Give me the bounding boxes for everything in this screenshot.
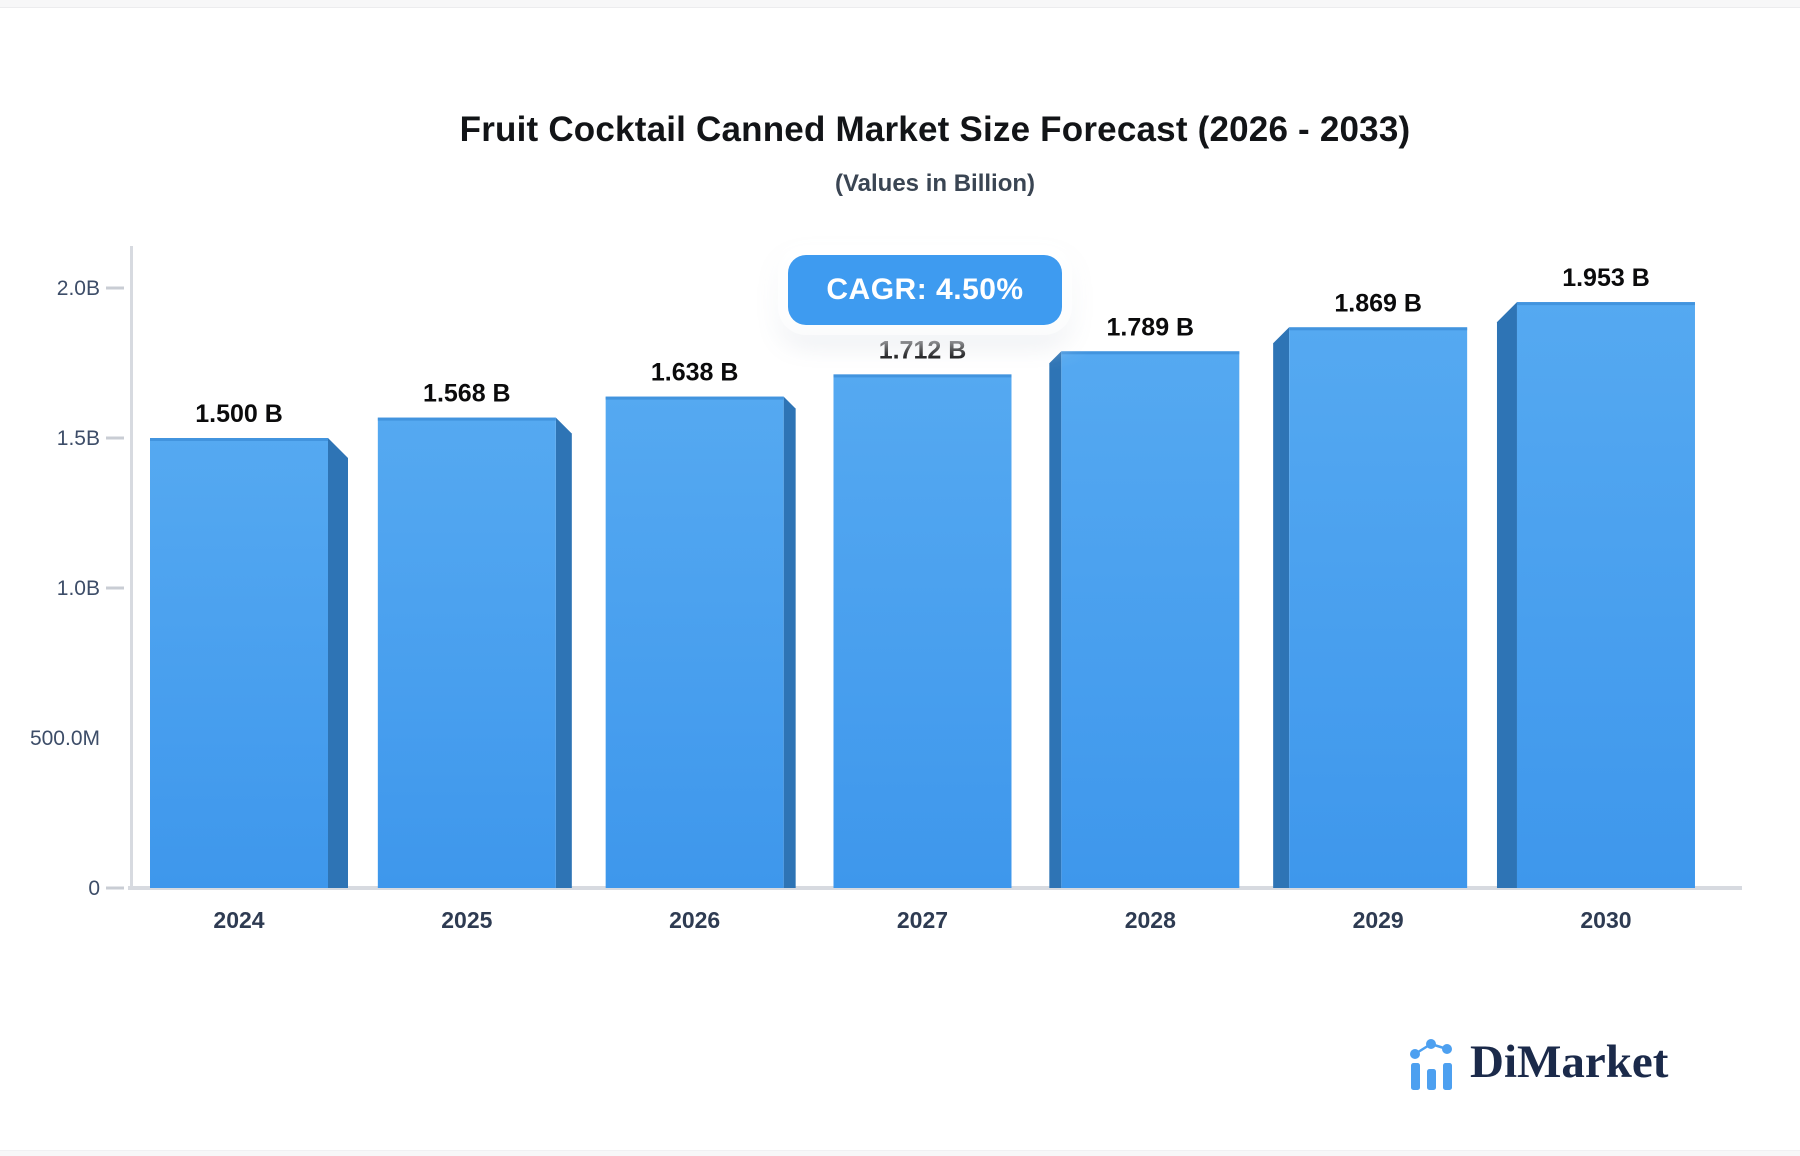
y-axis-line [130, 246, 133, 888]
y-tick-dash [106, 286, 124, 290]
top-edge-strip [0, 0, 1800, 8]
bar-value-label: 1.869 B [1334, 289, 1422, 317]
bar-2027[interactable] [833, 374, 1012, 888]
brand-logo: DiMarket [1408, 1030, 1668, 1094]
bar-side-2026 [783, 396, 796, 888]
chart-title: Fruit Cocktail Canned Market Size Foreca… [459, 110, 1411, 149]
bar-top-edge [377, 417, 556, 421]
bar-2029[interactable] [1289, 327, 1468, 888]
y-tick-label: 1.0B [57, 577, 100, 600]
bar-top-edge [150, 438, 328, 441]
bar-top-edge [605, 396, 784, 400]
x-axis-label: 2024 [213, 907, 264, 933]
cagr-badge-label: CAGR: 4.50% [826, 273, 1024, 306]
bar-value-label: 1.500 B [195, 400, 283, 428]
y-tick-label: 500.0M [30, 727, 100, 750]
labels-layer: 1.500 B 2024 1.568 B 2025 1.638 B 2026 1.712 B… [195, 264, 1650, 933]
cagr-badge: CAGR: 4.50% [788, 255, 1062, 325]
bar-2025[interactable] [377, 417, 556, 888]
bar-top-edge [1061, 351, 1240, 355]
bar-side-2029 [1273, 327, 1290, 888]
y-tick-dash [106, 586, 124, 590]
bar-top-edge [1516, 302, 1695, 306]
bar-2026[interactable] [605, 396, 784, 888]
y-tick-dash [106, 436, 124, 440]
bars-layer [150, 302, 1695, 889]
bar-2028[interactable] [1061, 351, 1240, 888]
x-axis-label: 2025 [441, 907, 492, 933]
bar-top-edge [1289, 327, 1468, 331]
bar-value-label: 1.568 B [423, 380, 511, 408]
x-axis-label: 2027 [897, 907, 948, 933]
bar-value-label: 1.712 B [879, 336, 967, 364]
bar-2030[interactable] [1516, 302, 1695, 889]
mini-bar-chart-icon [1410, 1039, 1452, 1090]
x-axis-label: 2029 [1353, 907, 1404, 933]
bottom-edge-strip [0, 1150, 1800, 1156]
bar-value-label: 1.953 B [1562, 264, 1650, 292]
chart-subtitle: (Values in Billion) [834, 170, 1036, 197]
x-axis-label: 2030 [1580, 907, 1631, 933]
bar-side-2028 [1049, 351, 1062, 888]
y-tick-label: 1.5B [57, 427, 100, 450]
brand-name: DiMarket [1470, 1036, 1669, 1088]
bar-top-edge [833, 374, 1012, 378]
y-tick-label: 2.0B [57, 277, 100, 300]
bar-2024[interactable] [150, 438, 328, 888]
x-axis-label: 2028 [1125, 907, 1176, 933]
y-tick-label: 0 [88, 877, 100, 900]
bar-side-2025 [555, 417, 572, 888]
bar-value-label: 1.789 B [1107, 313, 1195, 341]
x-axis-label: 2026 [669, 907, 720, 933]
bar-side-2024 [328, 438, 348, 888]
y-tick-dash [106, 886, 124, 890]
bar-side-2030 [1496, 302, 1517, 889]
bar-value-label: 1.638 B [651, 359, 739, 387]
